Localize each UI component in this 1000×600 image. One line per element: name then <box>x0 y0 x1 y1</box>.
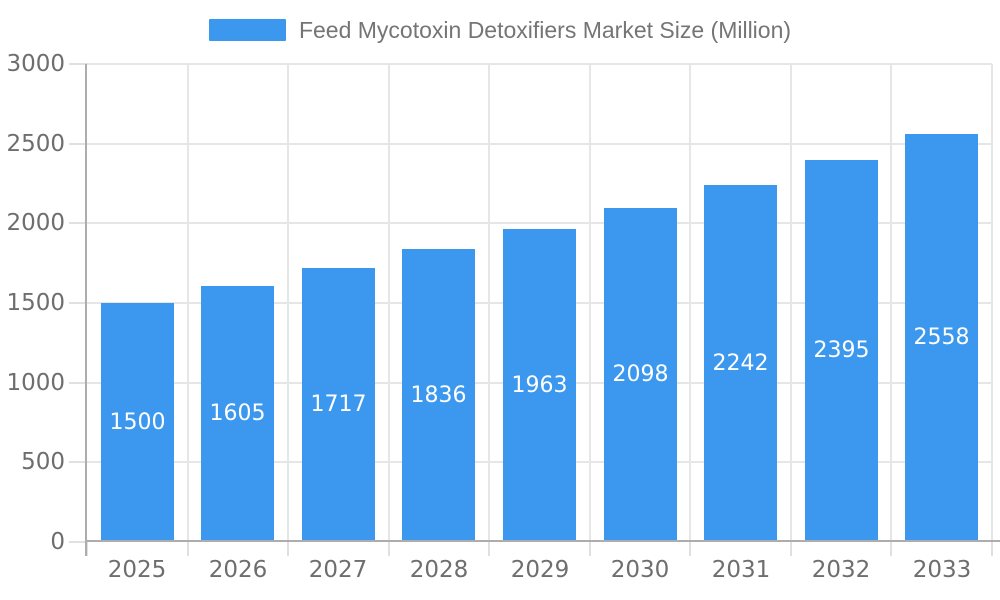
gridline-vertical <box>890 64 892 542</box>
x-axis-tick <box>187 542 189 556</box>
bar-value-label: 1717 <box>310 392 367 417</box>
y-axis-label: 2000 <box>6 210 65 236</box>
x-axis-tick <box>488 542 490 556</box>
bar[interactable]: 2558 <box>905 134 978 542</box>
gridline-horizontal <box>87 63 992 65</box>
y-axis-label: 0 <box>50 529 65 555</box>
gridline-horizontal <box>87 143 992 145</box>
x-axis-label: 2025 <box>107 557 167 583</box>
x-axis-tick <box>991 542 993 556</box>
bar-value-label: 2098 <box>612 362 669 387</box>
x-axis-tick <box>589 542 591 556</box>
bar[interactable]: 1717 <box>302 268 375 542</box>
x-axis-label: 2030 <box>610 557 670 583</box>
gridline-vertical <box>589 64 591 542</box>
x-axis-label: 2027 <box>308 557 368 583</box>
bar-value-label: 2242 <box>712 350 769 376</box>
legend-swatch <box>208 19 286 41</box>
bar-value-label: 1605 <box>209 401 266 426</box>
x-axis-tick <box>388 542 390 556</box>
legend[interactable]: Feed Mycotoxin Detoxifiers Market Size (… <box>0 17 1000 43</box>
x-axis-label: 2028 <box>409 557 469 583</box>
y-axis-label: 2500 <box>6 131 65 157</box>
bar-value-label: 2558 <box>913 325 970 350</box>
y-axis-label: 1500 <box>6 290 65 316</box>
y-axis-line <box>85 64 87 556</box>
bar[interactable]: 2098 <box>604 208 677 542</box>
gridline-vertical <box>689 64 691 542</box>
x-axis-tick <box>790 542 792 556</box>
bar[interactable]: 1500 <box>101 303 174 542</box>
x-axis-label: 2029 <box>510 557 570 583</box>
bar-value-label: 2395 <box>813 338 870 363</box>
x-axis-line <box>85 540 1000 542</box>
bar-value-label: 1836 <box>410 382 467 408</box>
bar-value-label: 1963 <box>511 372 568 398</box>
legend-label: Feed Mycotoxin Detoxifiers Market Size (… <box>298 17 792 43</box>
bar[interactable]: 1963 <box>503 229 576 542</box>
x-axis-label: 2033 <box>912 557 972 583</box>
y-axis-label: 1000 <box>6 370 65 396</box>
y-axis-label: 3000 <box>6 51 65 77</box>
x-axis-label: 2031 <box>711 557 771 583</box>
gridline-vertical <box>287 64 289 542</box>
gridline-vertical <box>790 64 792 542</box>
bar-value-label: 1500 <box>109 409 166 435</box>
x-axis-label: 2032 <box>811 557 871 583</box>
bar[interactable]: 2242 <box>704 185 777 542</box>
x-axis-tick <box>689 542 691 556</box>
gridline-vertical <box>187 64 189 542</box>
x-axis-tick <box>890 542 892 556</box>
bar[interactable]: 1605 <box>201 286 274 542</box>
x-axis-tick <box>287 542 289 556</box>
x-axis-label: 2026 <box>208 557 268 583</box>
gridline-vertical <box>488 64 490 542</box>
y-axis-label: 500 <box>21 449 65 475</box>
bar[interactable]: 2395 <box>805 160 878 542</box>
bar[interactable]: 1836 <box>402 249 475 542</box>
gridline-vertical <box>388 64 390 542</box>
gridline-vertical <box>991 64 993 542</box>
